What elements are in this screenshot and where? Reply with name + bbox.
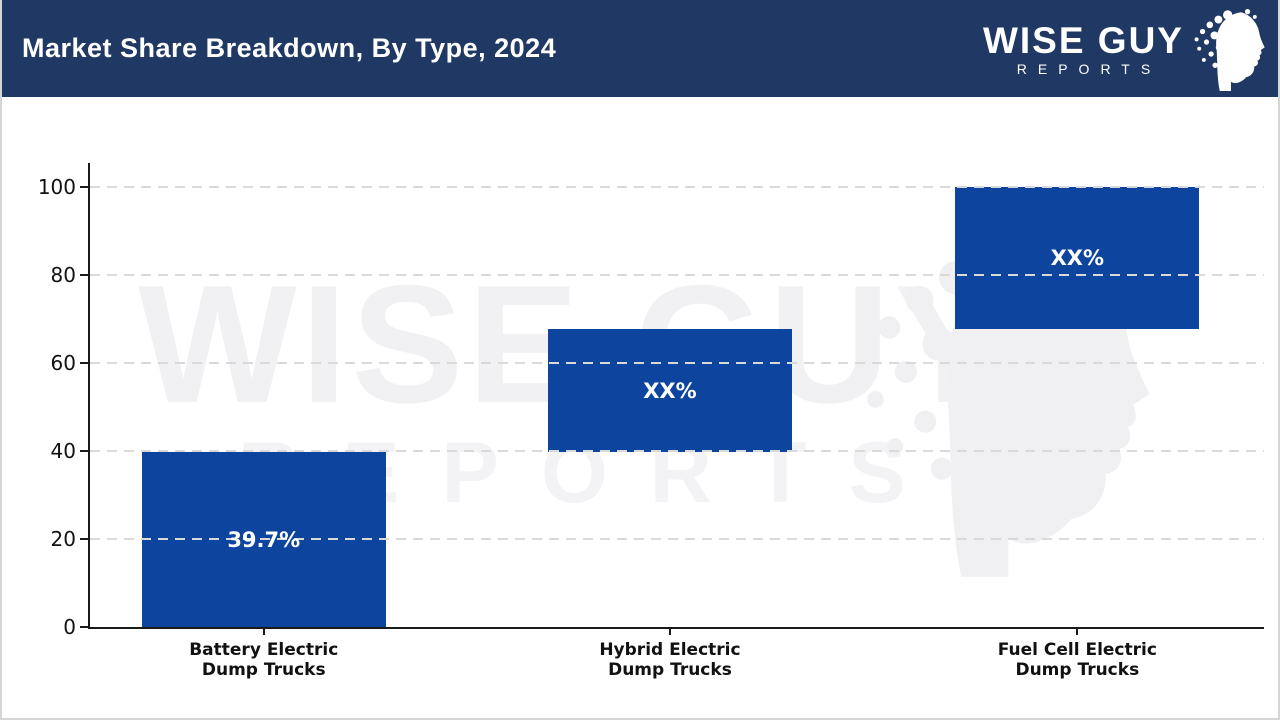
- bar-value-label-1: XX%: [643, 378, 697, 403]
- xtick-label-0: Battery Electric Dump Trucks: [189, 640, 339, 681]
- xtick-label-1: Hybrid Electric Dump Trucks: [599, 640, 741, 681]
- gridline-y20: [90, 538, 1264, 540]
- xtick-label-2: Fuel Cell Electric Dump Trucks: [997, 640, 1157, 681]
- wise-guy-logo: WISE GUY REPORTS: [983, 5, 1280, 93]
- gridline-y80: [90, 274, 1264, 276]
- ytick-mark-40: [80, 450, 88, 452]
- ytick-label-40: 40: [50, 439, 76, 463]
- logo-subtitle: REPORTS: [1016, 60, 1162, 77]
- xtick-mark-0: [262, 629, 265, 635]
- logo-face-icon: [1186, 7, 1272, 93]
- ytick-mark-80: [80, 274, 88, 276]
- plot-area: 39.7% XX% XX%: [90, 186, 1264, 627]
- ytick-label-100: 100: [37, 175, 76, 199]
- gridline-y100: [90, 186, 1264, 188]
- xtick-mark-2: [1076, 629, 1079, 635]
- header-bar: Market Share Breakdown, By Type, 2024 WI…: [0, 0, 1280, 97]
- logo-text: WISE GUY REPORTS: [983, 22, 1184, 76]
- ytick-mark-100: [80, 186, 88, 188]
- x-axis-line: [88, 627, 1264, 629]
- bar-segment-1: [547, 329, 792, 453]
- logo-wordmark: WISE GUY: [982, 19, 1184, 61]
- gridline-y40: [90, 450, 1264, 452]
- ytick-mark-60: [80, 362, 88, 364]
- bar-value-label-2: XX%: [1050, 246, 1105, 271]
- gridline-y60: [90, 362, 1264, 364]
- ytick-label-0: 0: [63, 615, 76, 639]
- y-axis-line: [88, 163, 90, 629]
- ytick-label-80: 80: [50, 263, 76, 287]
- page-title: Market Share Breakdown, By Type, 2024: [22, 33, 557, 63]
- ytick-mark-20: [80, 538, 88, 540]
- xtick-mark-1: [668, 629, 671, 635]
- ytick-label-60: 60: [50, 351, 76, 375]
- ytick-label-20: 20: [50, 527, 76, 551]
- bar-value-label-0: 39.7%: [227, 527, 301, 552]
- ytick-mark-0: [80, 626, 88, 628]
